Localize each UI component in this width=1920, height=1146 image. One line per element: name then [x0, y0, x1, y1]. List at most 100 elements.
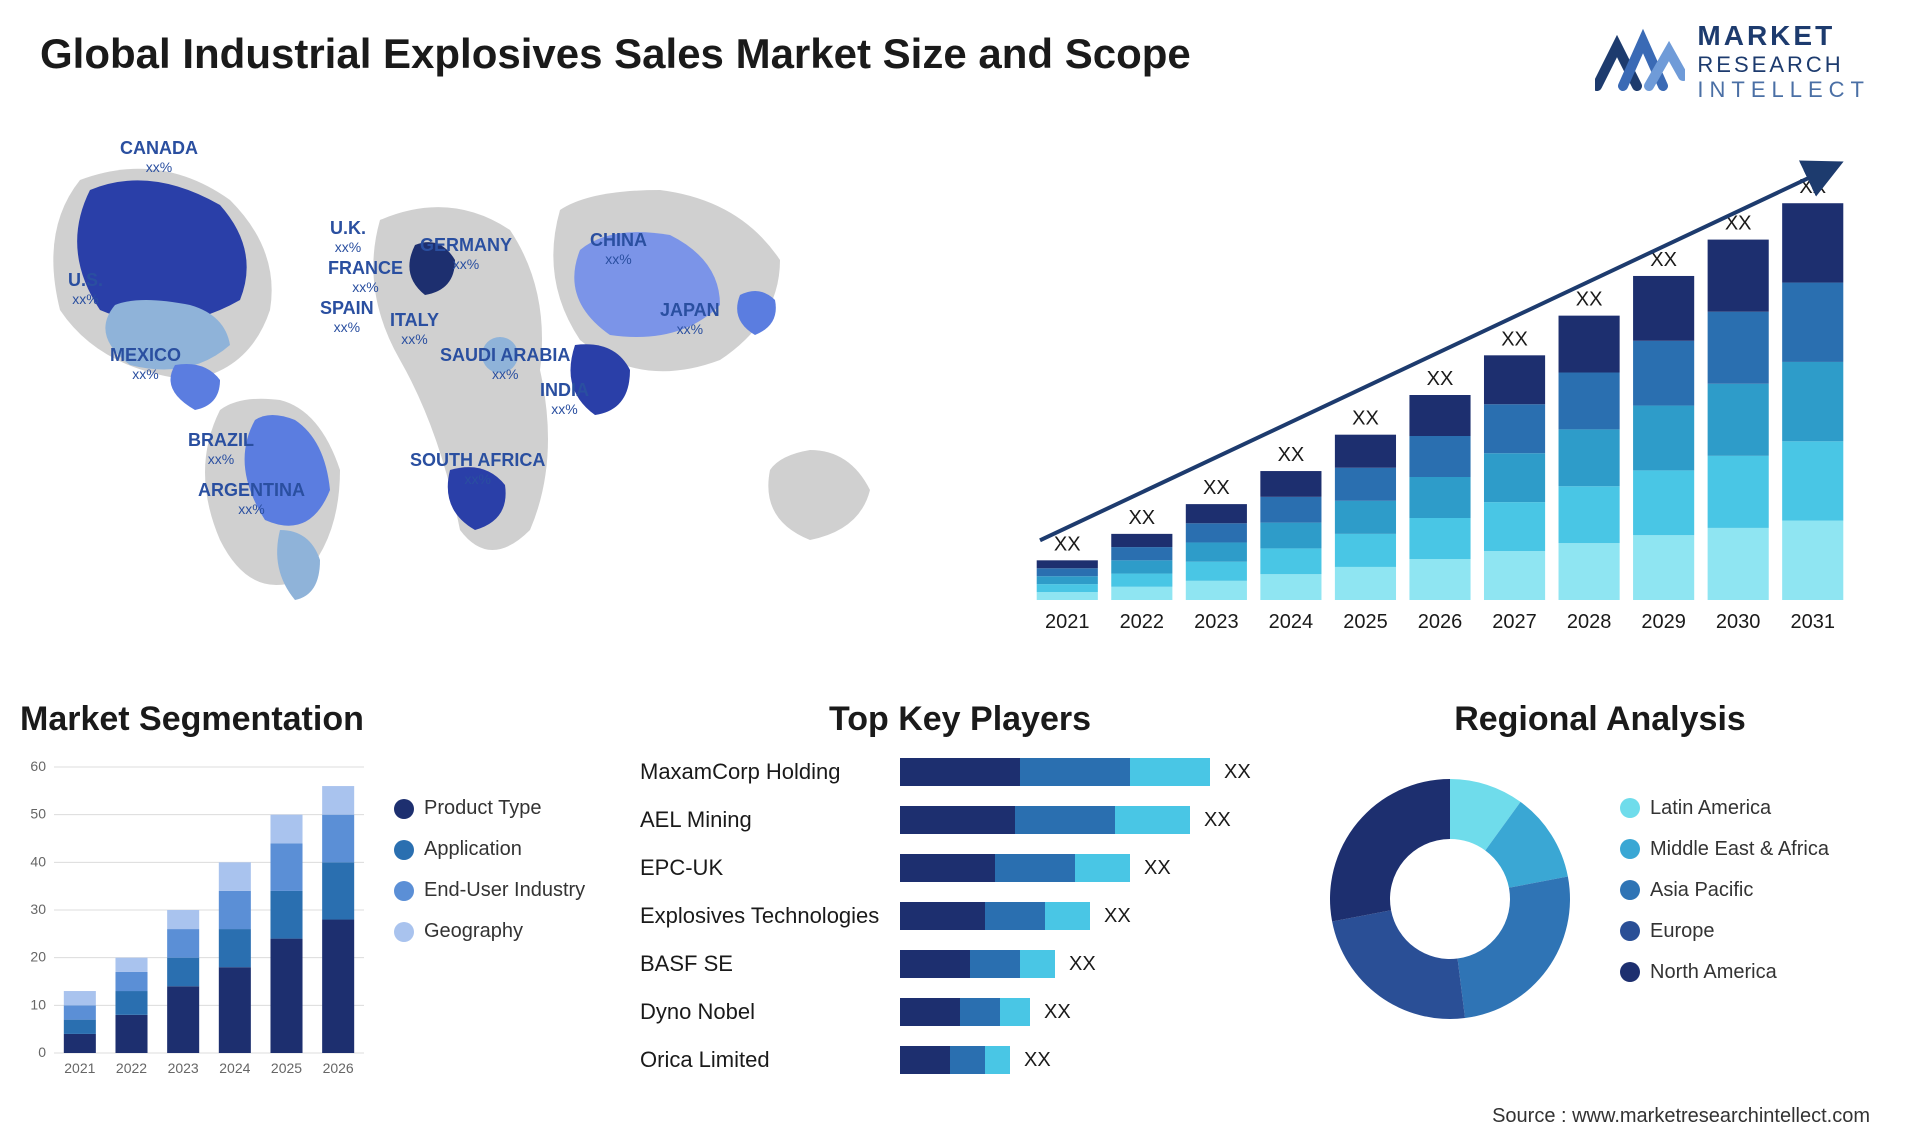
growth-bar-seg — [1559, 543, 1620, 600]
map-label: ITALYxx% — [390, 310, 439, 347]
map-label: CHINAxx% — [590, 230, 647, 267]
growth-bar-seg — [1409, 559, 1470, 600]
growth-bar-seg — [1484, 453, 1545, 502]
legend-dot-icon — [394, 922, 414, 942]
player-bar — [900, 950, 1055, 978]
growth-value-label: XX — [1576, 289, 1603, 311]
map-label: JAPANxx% — [660, 300, 720, 337]
seg-bar-seg — [270, 891, 302, 939]
growth-bar-seg — [1409, 436, 1470, 477]
growth-year-label: 2029 — [1641, 611, 1686, 633]
donut-slice — [1330, 779, 1450, 921]
seg-bar-seg — [64, 991, 96, 1005]
growth-bar-seg — [1335, 501, 1396, 534]
svg-text:40: 40 — [30, 853, 46, 869]
growth-bar-seg — [1037, 568, 1098, 576]
growth-bar-seg — [1484, 355, 1545, 404]
growth-bar-seg — [1335, 435, 1396, 468]
region-legend-item: Europe — [1620, 920, 1829, 943]
growth-year-label: 2023 — [1194, 611, 1239, 633]
growth-bar-seg — [1633, 341, 1694, 406]
growth-bar-seg — [1633, 470, 1694, 535]
growth-bar-seg — [1559, 486, 1620, 543]
growth-value-label: XX — [1128, 507, 1155, 529]
growth-bar-seg — [1409, 395, 1470, 436]
segmentation-legend: Product TypeApplicationEnd-User Industry… — [394, 797, 585, 1087]
svg-text:20: 20 — [30, 949, 46, 965]
growth-bar-seg — [1633, 276, 1694, 341]
region-legend-item: North America — [1620, 961, 1829, 984]
segmentation-section: Market Segmentation 01020304050602021202… — [20, 700, 640, 1120]
growth-bar-seg — [1037, 576, 1098, 584]
map-label: MEXICOxx% — [110, 345, 181, 382]
growth-bar-seg — [1260, 574, 1321, 600]
map-label: INDIAxx% — [540, 380, 589, 417]
seg-bar-seg — [270, 939, 302, 1053]
player-label: Explosives Technologies — [640, 903, 900, 929]
map-label: SPAINxx% — [320, 298, 374, 335]
logo-mark-icon — [1595, 26, 1685, 96]
player-row: AEL Mining XX — [640, 801, 1280, 839]
growth-year-label: 2031 — [1790, 611, 1835, 633]
seg-bar-seg — [167, 910, 199, 929]
players-title: Top Key Players — [640, 700, 1280, 739]
map-label: BRAZILxx% — [188, 430, 254, 467]
player-bar — [900, 1046, 1010, 1074]
growth-bar-seg — [1186, 504, 1247, 523]
growth-value-label: XX — [1501, 328, 1528, 350]
player-bar — [900, 998, 1030, 1026]
seg-bar-seg — [322, 862, 354, 919]
growth-bar-seg — [1708, 384, 1769, 456]
seg-bar-seg — [219, 862, 251, 891]
player-bar — [900, 806, 1190, 834]
player-bar-seg — [1000, 998, 1030, 1026]
player-row: Explosives TechnologiesXX — [640, 897, 1280, 935]
seg-bar-seg — [115, 958, 147, 972]
growth-year-label: 2028 — [1567, 611, 1612, 633]
map-label: ARGENTINAxx% — [198, 480, 305, 517]
growth-year-label: 2021 — [1045, 611, 1090, 633]
regional-donut — [1310, 759, 1590, 1039]
map-label: FRANCExx% — [328, 258, 403, 295]
source-text: Source : www.marketresearchintellect.com — [1492, 1105, 1870, 1128]
seg-bar-seg — [322, 920, 354, 1053]
seg-bar-seg — [219, 891, 251, 929]
growth-bar-seg — [1335, 567, 1396, 600]
player-bar-seg — [900, 1046, 950, 1074]
page-title: Global Industrial Explosives Sales Marke… — [40, 30, 1191, 78]
growth-bar-seg — [1633, 406, 1694, 471]
growth-year-label: 2022 — [1120, 611, 1165, 633]
growth-value-label: XX — [1054, 533, 1081, 555]
growth-bar-seg — [1260, 471, 1321, 497]
growth-year-label: 2025 — [1343, 611, 1388, 633]
growth-bar-seg — [1037, 592, 1098, 600]
segmentation-chart: 0102030405060202120222023202420252026 — [20, 757, 370, 1087]
region-legend-item: Middle East & Africa — [1620, 838, 1829, 861]
map-label: SOUTH AFRICAxx% — [410, 450, 545, 487]
player-label: BASF SE — [640, 951, 900, 977]
player-label: EPC-UK — [640, 855, 900, 881]
growth-bar-seg — [1037, 584, 1098, 592]
seg-bar-seg — [115, 972, 147, 991]
player-bar-seg — [1020, 950, 1055, 978]
player-value: XX — [1224, 761, 1251, 784]
growth-year-label: 2024 — [1269, 611, 1314, 633]
legend-dot-icon — [394, 840, 414, 860]
logo: MARKET RESEARCH INTELLECT — [1595, 20, 1870, 103]
region-legend-item: Latin America — [1620, 797, 1829, 820]
player-bar — [900, 854, 1130, 882]
growth-bar-seg — [1409, 518, 1470, 559]
player-label: AEL Mining — [640, 807, 900, 833]
player-bar — [900, 902, 1090, 930]
world-map: CANADAxx%U.S.xx%MEXICOxx%BRAZILxx%ARGENT… — [20, 110, 940, 670]
players-list: MaxamCorp HoldingXXAEL MiningXXEPC-UKXXE… — [640, 753, 1280, 1079]
seg-bar-seg — [64, 1034, 96, 1053]
player-bar-seg — [1075, 854, 1130, 882]
player-row: Dyno NobelXX — [640, 993, 1280, 1031]
map-label: U.K.xx% — [330, 218, 366, 255]
player-value: XX — [1204, 809, 1231, 832]
map-label: U.S.xx% — [68, 270, 103, 307]
player-bar-seg — [995, 854, 1075, 882]
growth-value-label: XX — [1352, 408, 1379, 430]
growth-bar-seg — [1708, 240, 1769, 312]
